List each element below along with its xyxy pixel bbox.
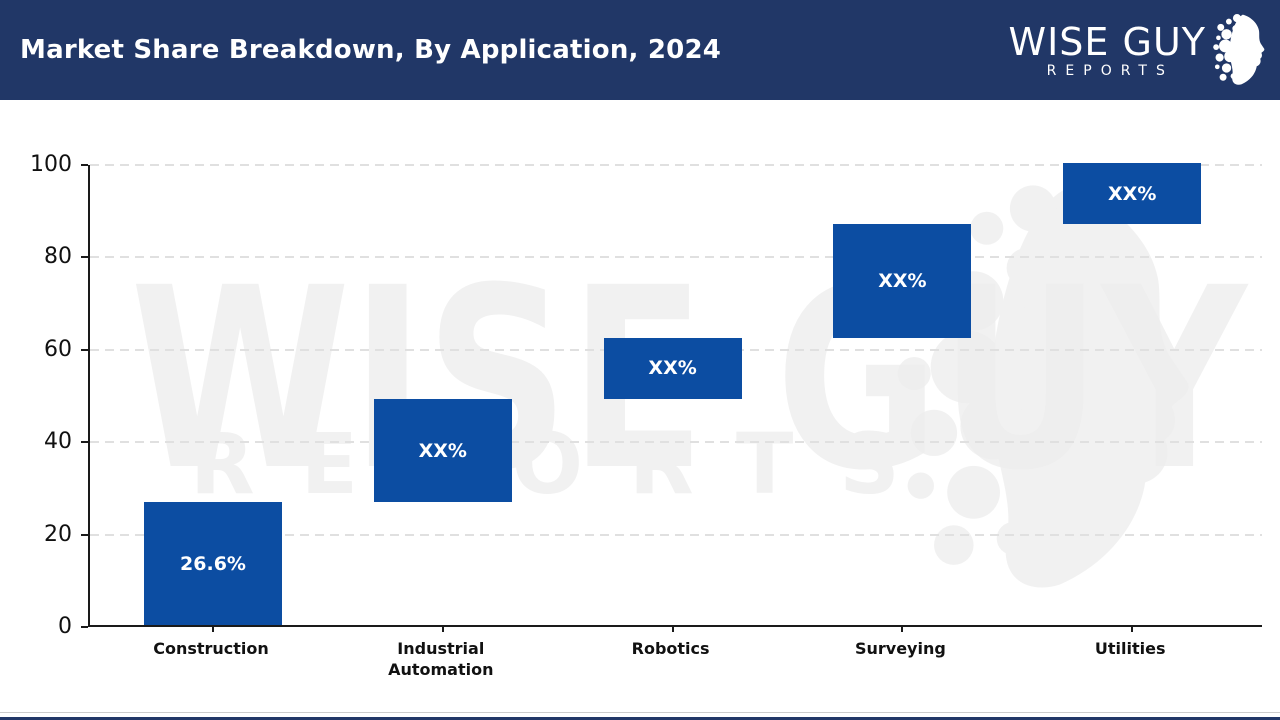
chart-canvas: WISE GUY REPORTS 26.6% XX% XX% XX% XX% 0 20 40…	[0, 100, 1280, 713]
gridline	[90, 164, 1262, 166]
logo-tagline: REPORTS	[1046, 62, 1174, 79]
y-tick-mark	[81, 256, 88, 259]
x-tick-mark	[212, 627, 214, 632]
y-tick-label: 100	[30, 152, 72, 177]
y-tick-label: 40	[44, 429, 72, 455]
y-tick-label: 20	[44, 521, 72, 547]
y-tick-label: 60	[44, 336, 72, 362]
logo-brand-name: WISE GUY	[1008, 19, 1206, 64]
y-tick-mark	[81, 164, 88, 166]
gridline	[90, 441, 1262, 444]
y-tick-mark	[81, 441, 88, 444]
waterfall-bar: XX%	[603, 337, 742, 400]
footer-bar	[0, 717, 1280, 720]
bar-value-label: XX%	[878, 269, 927, 292]
x-category-label: Robotics	[631, 639, 710, 658]
y-tick-mark	[81, 626, 88, 628]
bar-value-label: 26.6%	[180, 552, 246, 575]
logo-text: WISE GUY REPORTS	[1009, 23, 1206, 78]
wiseguy-head-icon	[1208, 11, 1266, 89]
gridline	[90, 533, 1262, 536]
x-tick-mark	[441, 627, 444, 632]
gridline	[90, 256, 1262, 259]
y-tick-label: 80	[44, 244, 72, 270]
header: Market Share Breakdown, By Application, …	[0, 0, 1280, 100]
bar-value-label: XX%	[418, 439, 467, 462]
y-tick-mark	[81, 533, 88, 536]
x-category-label: Construction	[153, 639, 269, 658]
plot-area: 26.6% XX% XX% XX% XX%	[81, 163, 1262, 632]
y-tick-mark	[81, 348, 88, 351]
waterfall-bar: XX%	[833, 224, 972, 338]
waterfall-bar: XX%	[1063, 163, 1202, 224]
x-tick-mark	[901, 627, 904, 632]
waterfall-bar: 26.6%	[144, 502, 282, 625]
x-category-label: Utilities	[1094, 639, 1166, 658]
y-tick-label: 0	[58, 614, 72, 639]
x-tick-mark	[671, 627, 674, 632]
x-tick-mark	[1131, 627, 1134, 632]
bar-value-label: XX%	[648, 357, 697, 380]
bar-value-label: XX%	[1108, 182, 1157, 205]
waterfall-bar: XX%	[373, 399, 512, 503]
footer-divider	[0, 712, 1280, 713]
chart-title: Market Share Breakdown, By Application, …	[20, 35, 722, 65]
x-category-label: Industrial Automation	[388, 639, 494, 679]
wiseguy-logo: WISE GUY REPORTS	[1009, 11, 1266, 89]
x-category-label: Surveying	[854, 639, 946, 658]
